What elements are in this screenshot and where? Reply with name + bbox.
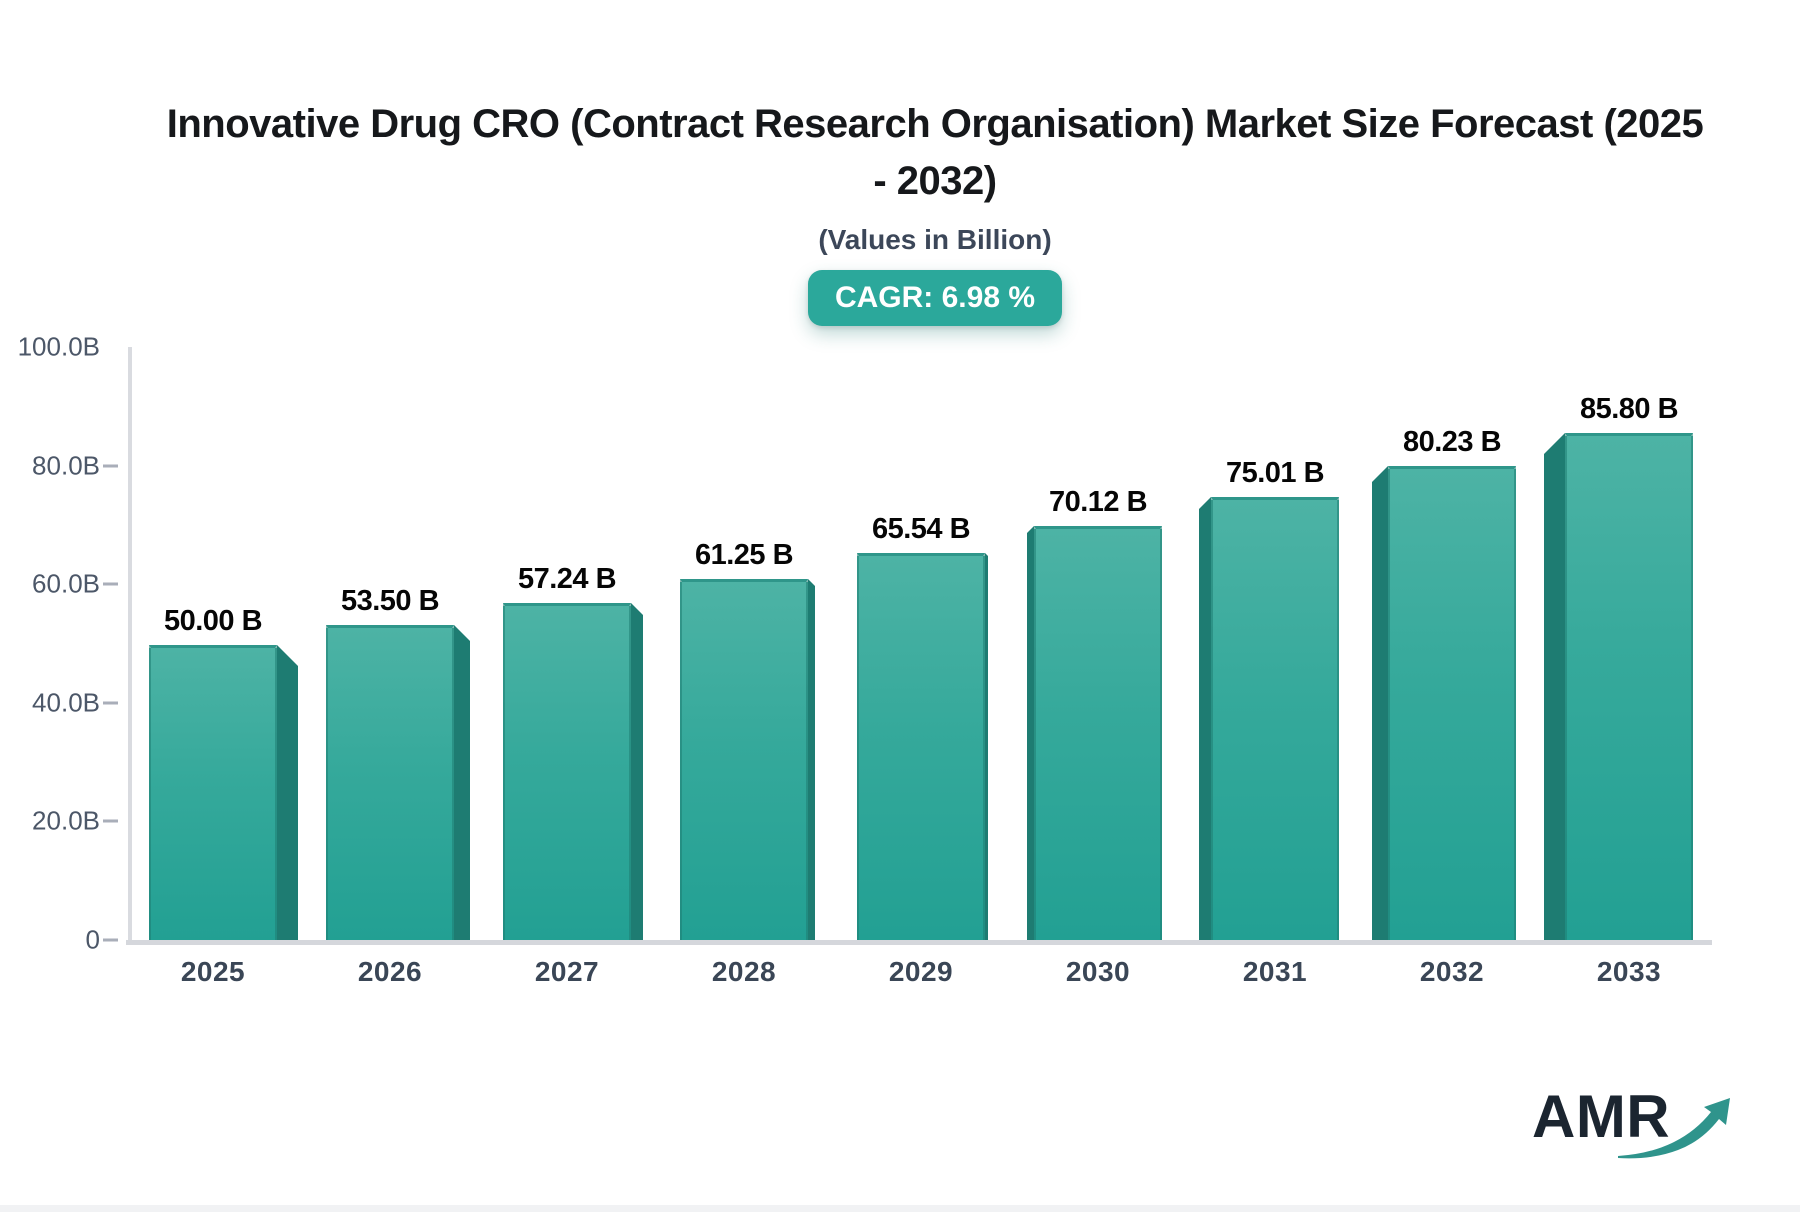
chart-subtitle: (Values in Billion) xyxy=(818,224,1052,255)
bar-value-label: 70.12 B xyxy=(1048,486,1148,518)
bar-value-label: 50.00 B xyxy=(163,605,263,637)
x-axis-label: 2032 xyxy=(1419,956,1485,987)
x-axis-label: 2033 xyxy=(1596,956,1662,987)
bar-value-label: 80.23 B xyxy=(1402,426,1502,458)
bar-side-face xyxy=(631,603,643,942)
bar-2026[interactable] xyxy=(326,625,454,942)
bar-side-face xyxy=(1027,526,1034,942)
bar-2031[interactable] xyxy=(1211,497,1339,942)
y-tick-label: 60.0B xyxy=(32,568,100,599)
x-axis-label: 2025 xyxy=(180,956,246,987)
bar-2025[interactable] xyxy=(149,645,277,942)
bar-group xyxy=(326,625,470,942)
bar-side-face xyxy=(985,553,988,942)
bar-side-face xyxy=(1544,433,1565,942)
bar-side-face xyxy=(277,645,298,942)
x-axis-label: 2026 xyxy=(357,956,423,987)
bar-value-label: 85.80 B xyxy=(1579,393,1679,425)
growth-arrow-icon xyxy=(1618,1098,1730,1159)
y-tick-label: 80.0B xyxy=(32,450,100,481)
bar-side-face xyxy=(1372,466,1388,942)
y-tick-dash xyxy=(103,938,118,942)
bar-side-face xyxy=(1199,497,1211,942)
y-tick-label: 100.0B xyxy=(17,331,100,362)
bar-2028[interactable] xyxy=(680,579,808,942)
x-axis-label: 2027 xyxy=(534,956,600,987)
x-axis-label: 2029 xyxy=(888,956,954,987)
y-tick-dash xyxy=(103,582,118,586)
bar-side-face xyxy=(808,579,815,942)
bottom-edge xyxy=(0,1205,1800,1212)
bar-2027[interactable] xyxy=(503,603,631,942)
bar-group xyxy=(1544,433,1693,942)
bar-group xyxy=(680,579,815,942)
bar-2029[interactable] xyxy=(857,553,985,942)
bar-group xyxy=(1027,526,1162,942)
chart-title-line1: Innovative Drug CRO (Contract Research O… xyxy=(166,102,1704,146)
y-axis-line xyxy=(128,347,132,945)
bar-value-label: 53.50 B xyxy=(340,585,440,617)
bar-2030[interactable] xyxy=(1034,526,1162,942)
amr-logo-text: AMR xyxy=(1532,1083,1671,1150)
bar-group xyxy=(1372,466,1516,942)
bar-2033[interactable] xyxy=(1565,433,1693,942)
chart-title: Innovative Drug CRO (Contract Research O… xyxy=(70,96,1800,210)
x-axis-label: 2028 xyxy=(711,956,777,987)
bar-2032[interactable] xyxy=(1388,466,1516,942)
cagr-badge: CAGR: 6.98 % xyxy=(807,270,1063,326)
y-tick-dash xyxy=(103,701,118,705)
bar-group xyxy=(857,553,988,942)
bar-value-label: 75.01 B xyxy=(1225,457,1325,489)
y-tick-label: 0 xyxy=(85,924,100,955)
chart-header: Innovative Drug CRO (Contract Research O… xyxy=(0,96,1800,326)
bar-group xyxy=(1199,497,1339,942)
y-tick-dash xyxy=(103,464,118,468)
chart-title-line2: - 2032) xyxy=(873,159,997,203)
x-axis-line xyxy=(126,940,1712,945)
x-axis-label: 2031 xyxy=(1242,956,1308,987)
bar-value-label: 61.25 B xyxy=(694,539,794,571)
bar-group xyxy=(503,603,643,942)
y-tick-label: 40.0B xyxy=(32,687,100,718)
y-tick-dash xyxy=(103,819,118,823)
bar-side-face xyxy=(454,625,470,942)
bar-value-label: 57.24 B xyxy=(517,563,617,595)
y-tick-label: 20.0B xyxy=(32,805,100,836)
x-axis-label: 2030 xyxy=(1065,956,1131,987)
bar-value-label: 65.54 B xyxy=(871,513,971,545)
amr-logo: AMR xyxy=(1532,1082,1762,1166)
bar-group xyxy=(149,645,298,942)
